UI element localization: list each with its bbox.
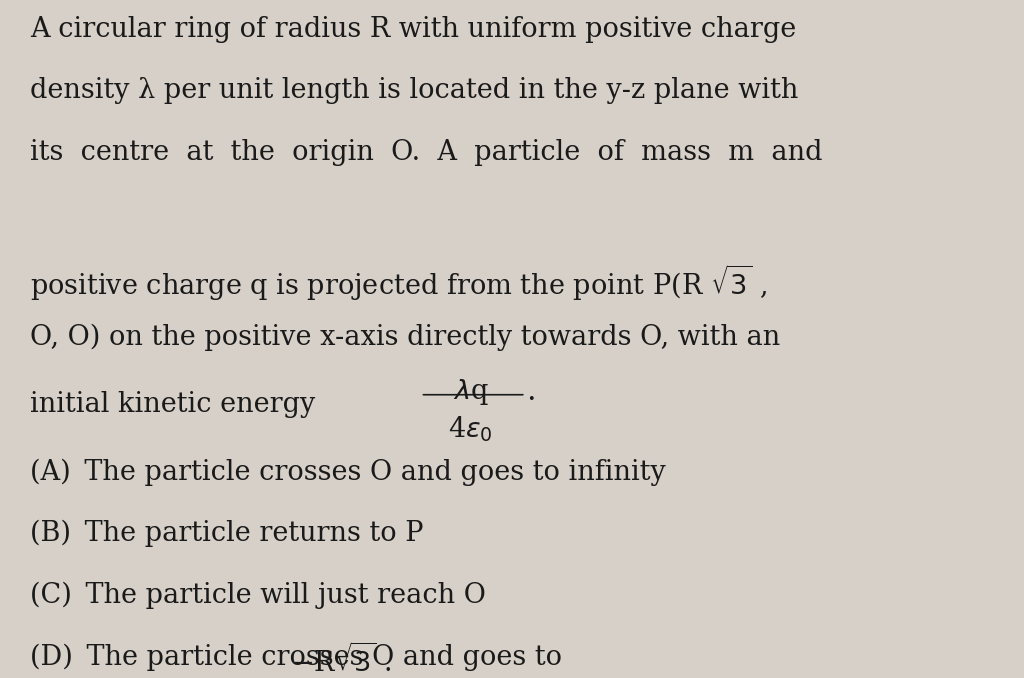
Text: (C) The particle will just reach O: (C) The particle will just reach O bbox=[30, 582, 486, 609]
Text: A circular ring of radius R with uniform positive charge: A circular ring of radius R with uniform… bbox=[30, 16, 797, 43]
Text: its  centre  at  the  origin  O.  A  particle  of  mass  m  and: its centre at the origin O. A particle o… bbox=[30, 139, 822, 166]
Text: (B) The particle returns to P: (B) The particle returns to P bbox=[30, 520, 424, 547]
Text: $-$R$\sqrt{3}$ .: $-$R$\sqrt{3}$ . bbox=[291, 643, 391, 678]
Text: density λ per unit length is located in the y-z plane with: density λ per unit length is located in … bbox=[30, 77, 799, 104]
Text: 4$\varepsilon_0$: 4$\varepsilon_0$ bbox=[449, 414, 493, 443]
Text: .: . bbox=[525, 378, 536, 406]
Text: positive charge q is projected from the point P(R $\sqrt{3}$ ,: positive charge q is projected from the … bbox=[30, 262, 767, 303]
Text: (D) The particle crosses O and goes to: (D) The particle crosses O and goes to bbox=[30, 643, 580, 671]
Text: $\lambda$q: $\lambda$q bbox=[453, 378, 488, 407]
Text: O, O) on the positive x-axis directly towards O, with an: O, O) on the positive x-axis directly to… bbox=[30, 323, 780, 351]
Text: (A) The particle crosses O and goes to infinity: (A) The particle crosses O and goes to i… bbox=[30, 458, 666, 486]
Text: initial kinetic energy: initial kinetic energy bbox=[30, 391, 315, 418]
